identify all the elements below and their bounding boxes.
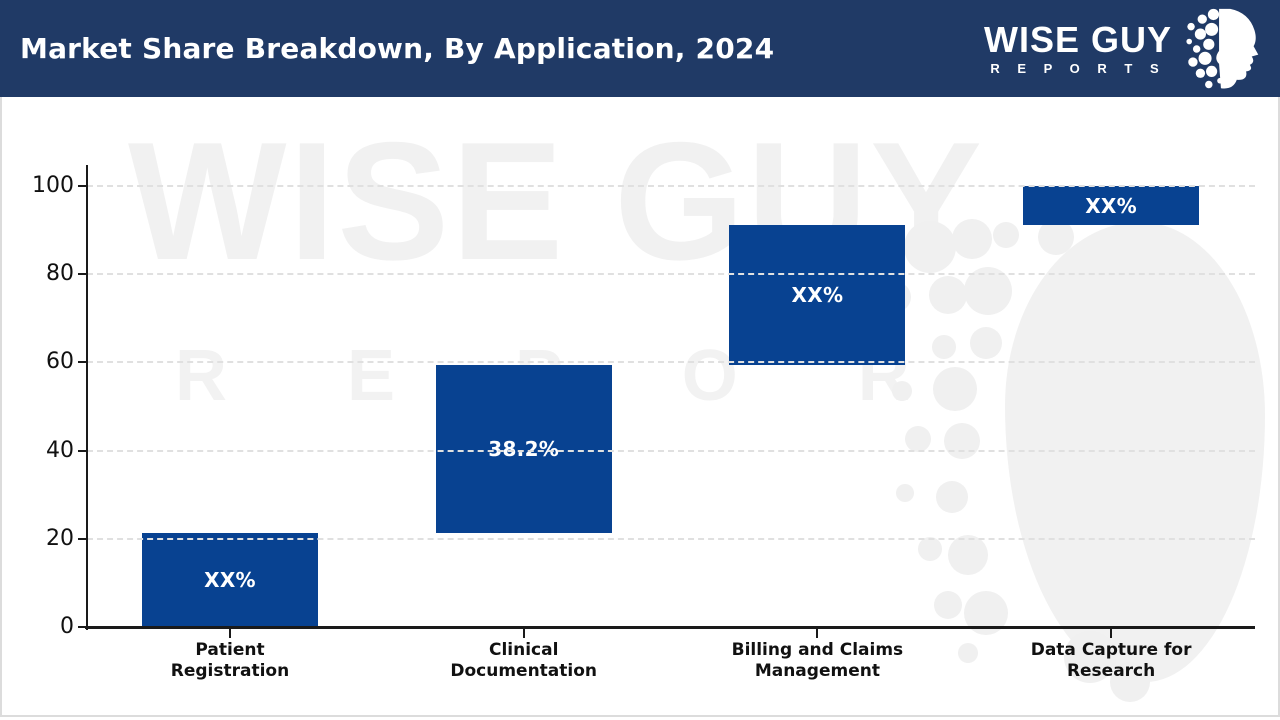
brand-text: WISE GUY R E P O R T S	[983, 19, 1172, 77]
bar-segment: XX%	[729, 225, 906, 365]
bar-value-label: 38.2%	[488, 436, 560, 461]
watermark-head-dot	[958, 643, 978, 663]
brand-head-icon	[1186, 8, 1259, 88]
x-category-label-line: Patient	[195, 640, 265, 660]
watermark-head-dot	[944, 423, 980, 459]
watermark-head-dot	[932, 335, 956, 359]
bar-segment: XX%	[142, 533, 318, 627]
y-tick-label: 20	[46, 525, 74, 551]
x-category-label-line: Registration	[170, 661, 290, 681]
y-tick-mark	[78, 537, 87, 540]
watermark-head-dot	[1064, 631, 1116, 683]
y-tick-label: 80	[46, 261, 74, 287]
x-tick-mark	[229, 629, 231, 638]
watermark-head-dot	[993, 222, 1019, 248]
x-tick-mark	[1110, 629, 1113, 638]
brand-name: WISE GUY	[983, 19, 1172, 60]
gridline	[87, 185, 1255, 187]
y-tick-mark	[78, 449, 87, 452]
gridline	[87, 449, 1255, 452]
x-axis	[85, 626, 1255, 629]
y-tick-label: 40	[46, 437, 74, 463]
x-category-label: Patient Registration	[100, 640, 360, 682]
y-tick-label: 0	[60, 614, 74, 639]
y-tick-mark	[78, 185, 87, 187]
watermark-head-dot	[904, 221, 956, 273]
x-category-label: Clinical Documentation	[394, 640, 654, 682]
watermark: WISE GUY R E P O R T S	[0, 97, 1280, 717]
watermark-head-dot	[892, 381, 912, 401]
watermark-head-dot	[905, 426, 931, 452]
y-axis	[86, 165, 88, 630]
bar-segment: 38.2%	[435, 364, 612, 534]
y-tick-mark	[78, 361, 87, 364]
page-title: Market Share Breakdown, By Application, …	[20, 32, 775, 65]
gridline	[87, 537, 1255, 540]
brand-tagline: R E P O R T S	[990, 61, 1166, 76]
watermark-head-dot	[1110, 662, 1150, 702]
brand-logo: WISE GUY R E P O R T S	[984, 0, 1262, 97]
watermark-head-silhouette	[1005, 222, 1265, 682]
x-tick-mark	[522, 629, 525, 638]
watermark-head-dot	[948, 535, 988, 575]
x-category-label: Data Capture for Research	[981, 640, 1241, 682]
watermark-head-dot	[970, 327, 1002, 359]
watermark-head-dot	[933, 367, 977, 411]
header-bar: Market Share Breakdown, By Application, …	[0, 0, 1280, 97]
y-tick-mark	[78, 626, 87, 628]
x-tick-mark	[816, 629, 819, 638]
x-category-label-line: Billing and Claims	[731, 640, 904, 660]
x-category-label: Billing and Claims Management	[687, 640, 947, 682]
bar-value-label: XX%	[791, 282, 844, 307]
watermark-head-dot	[952, 219, 992, 259]
x-category-label-line: Management	[754, 661, 880, 681]
gridline	[87, 273, 1255, 276]
x-category-label-line: Clinical	[488, 640, 559, 660]
watermark-head-dot	[896, 484, 914, 502]
y-tick-mark	[78, 273, 87, 276]
x-category-label-line: Documentation	[450, 661, 598, 681]
y-tick-label: 100	[32, 173, 74, 198]
watermark-head-dot	[936, 481, 968, 513]
bar-value-label: XX%	[204, 568, 256, 593]
watermark-head-dot	[929, 276, 967, 314]
y-tick-label: 60	[46, 349, 74, 375]
bar-segment: XX%	[1023, 186, 1200, 226]
bar-value-label: XX%	[1085, 193, 1137, 218]
x-category-label-line: Research	[1066, 661, 1156, 681]
watermark-head-dot	[934, 591, 962, 619]
watermark-head-dot	[918, 537, 942, 561]
x-category-label-line: Data Capture for	[1030, 640, 1192, 660]
gridline	[87, 361, 1255, 364]
